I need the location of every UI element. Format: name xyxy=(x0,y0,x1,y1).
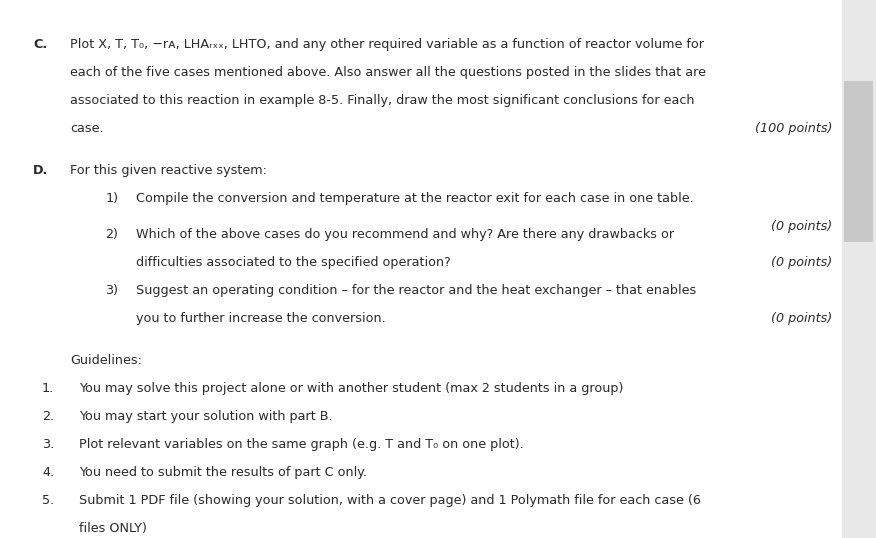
Text: D.: D. xyxy=(33,164,48,176)
Text: 1.: 1. xyxy=(42,382,54,395)
Text: 5.: 5. xyxy=(42,494,54,507)
Text: 1): 1) xyxy=(105,192,118,204)
Text: You may solve this project alone or with another student (max 2 students in a gr: You may solve this project alone or with… xyxy=(79,382,623,395)
Text: You need to submit the results of part C only.: You need to submit the results of part C… xyxy=(79,466,367,479)
Text: (100 points): (100 points) xyxy=(755,122,832,134)
Text: For this given reactive system:: For this given reactive system: xyxy=(70,164,267,176)
Text: Compile the conversion and temperature at the reactor exit for each case in one : Compile the conversion and temperature a… xyxy=(136,192,694,204)
Text: You may start your solution with part B.: You may start your solution with part B. xyxy=(79,410,333,423)
Text: (0 points): (0 points) xyxy=(771,220,832,232)
Text: 3): 3) xyxy=(105,284,118,297)
Text: case.: case. xyxy=(70,122,103,134)
Text: you to further increase the conversion.: you to further increase the conversion. xyxy=(136,312,385,325)
Text: each of the five cases mentioned above. Also answer all the questions posted in : each of the five cases mentioned above. … xyxy=(70,66,706,79)
Text: (0 points): (0 points) xyxy=(771,256,832,269)
Text: 2.: 2. xyxy=(42,410,54,423)
Text: Plot X, T, T₀, −rᴀ, LHAᵣₓₓ, LHTO, and any other required variable as a function : Plot X, T, T₀, −rᴀ, LHAᵣₓₓ, LHTO, and an… xyxy=(70,38,704,51)
Text: Guidelines:: Guidelines: xyxy=(70,354,142,367)
Text: associated to this reaction in example 8-5. Finally, draw the most significant c: associated to this reaction in example 8… xyxy=(70,94,695,107)
Text: Plot relevant variables on the same graph (e.g. T and T₀ on one plot).: Plot relevant variables on the same grap… xyxy=(79,438,524,451)
Text: difficulties associated to the specified operation?: difficulties associated to the specified… xyxy=(136,256,450,269)
Text: 3.: 3. xyxy=(42,438,54,451)
Text: C.: C. xyxy=(33,38,47,51)
Text: Submit 1 PDF file (showing your solution, with a cover page) and 1 Polymath file: Submit 1 PDF file (showing your solution… xyxy=(79,494,701,507)
Text: Suggest an operating condition – for the reactor and the heat exchanger – that e: Suggest an operating condition – for the… xyxy=(136,284,696,297)
Text: 2): 2) xyxy=(105,228,118,241)
Text: files ONLY): files ONLY) xyxy=(79,522,146,535)
Text: (0 points): (0 points) xyxy=(771,312,832,325)
Text: 4.: 4. xyxy=(42,466,54,479)
Text: Which of the above cases do you recommend and why? Are there any drawbacks or: Which of the above cases do you recommen… xyxy=(136,228,674,241)
